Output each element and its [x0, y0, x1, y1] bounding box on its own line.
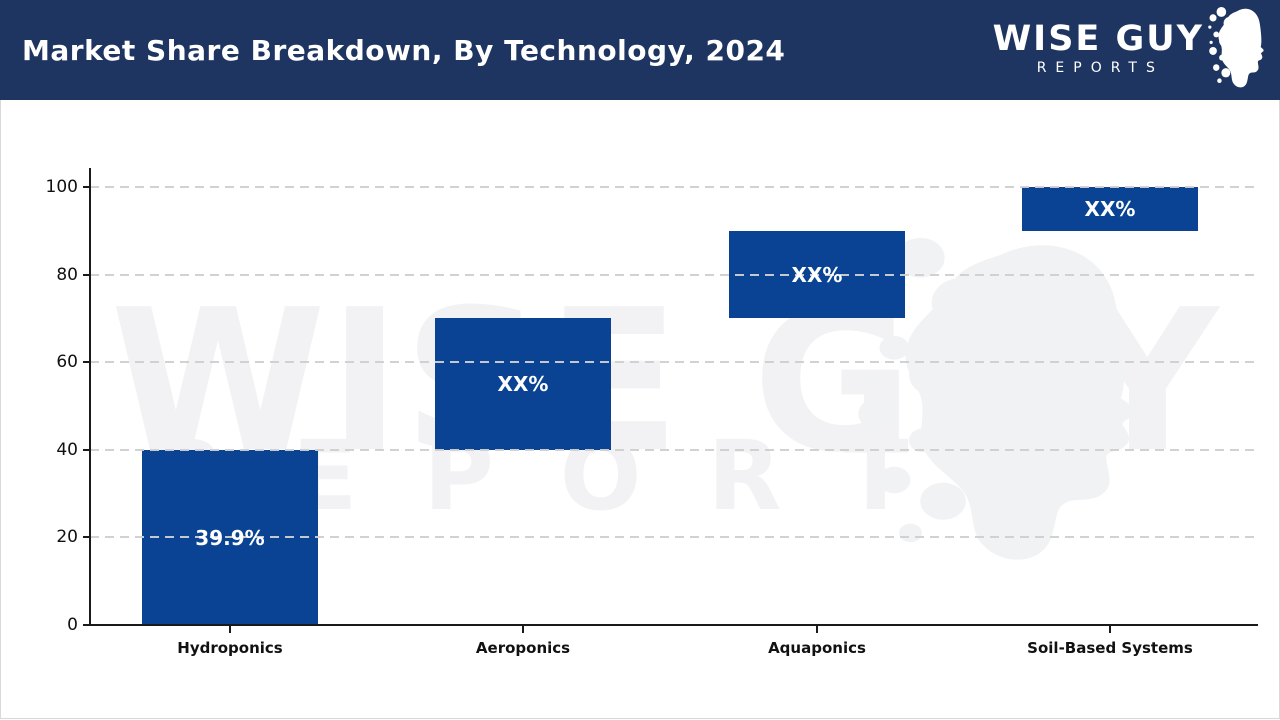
x-tick-1: [522, 626, 524, 633]
y-tick-40: [83, 448, 90, 451]
y-tick-label-0: 0: [67, 615, 78, 635]
gridline-40: [90, 448, 1258, 451]
x-category-label: Aeroponics: [475, 639, 571, 657]
bar-aeroponics: [435, 318, 611, 451]
y-tick-80: [83, 273, 90, 276]
gridline-100: [90, 186, 1258, 188]
y-tick-100: [83, 186, 90, 188]
page-title: Market Share Breakdown, By Technology, 2…: [22, 33, 786, 67]
y-tick-label-40: 40: [56, 439, 78, 460]
y-tick-0: [83, 624, 90, 626]
bar-value-label: XX%: [497, 372, 549, 397]
bar-value-label: 39.9%: [195, 525, 265, 550]
x-category-label: Aquaponics: [768, 639, 866, 657]
y-tick-label-20: 20: [56, 527, 78, 548]
x-tick-3: [1109, 626, 1111, 633]
logo-wordmark: WISE GUY: [992, 18, 1204, 59]
gridline-60: [90, 361, 1258, 364]
y-tick-label-80: 80: [56, 264, 78, 285]
y-axis-line: [89, 168, 91, 626]
y-tick-label-60: 60: [56, 352, 78, 373]
head-profile-icon: [1206, 4, 1270, 90]
bar-value-label: XX%: [791, 262, 843, 287]
wiseguy-logo: WISE GUY REPORTS: [993, 4, 1270, 90]
header-bar: Market Share Breakdown, By Technology, 2…: [0, 0, 1280, 100]
bar-value-label: XX%: [1084, 196, 1136, 221]
x-tick-2: [816, 626, 818, 633]
gridline-80: [90, 273, 1258, 276]
x-category-label: Hydroponics: [177, 639, 283, 657]
logo-text: WISE GUY REPORTS: [993, 19, 1204, 76]
y-tick-label-100: 100: [45, 177, 78, 197]
gridline-20: [90, 536, 1258, 539]
y-tick-60: [83, 361, 90, 364]
x-tick-0: [229, 626, 231, 633]
y-tick-20: [83, 536, 90, 539]
x-axis-line: [89, 624, 1258, 626]
logo-subtitle: REPORTS: [1036, 59, 1164, 76]
bar-soil-based-systems: [1022, 187, 1198, 231]
x-category-label: Soil-Based Systems: [1027, 639, 1193, 657]
